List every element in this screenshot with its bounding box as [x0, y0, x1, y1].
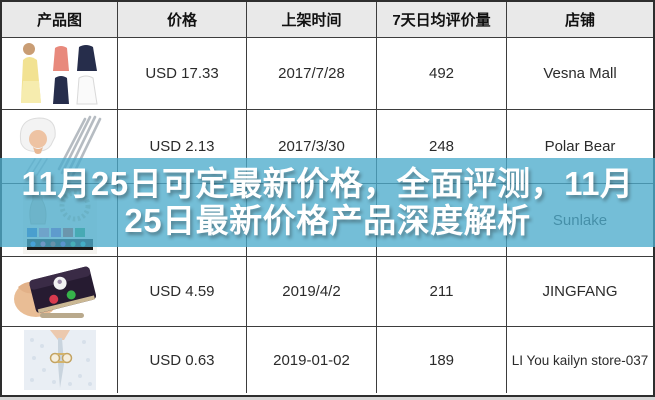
table-row-4-price: USD 4.59: [118, 257, 247, 327]
table-row-1-image-cell: [2, 38, 118, 110]
table-row-1-price: USD 17.33: [118, 38, 247, 110]
knit-cardigan-pearl-brooch-image: [23, 330, 96, 390]
promo-banner-line1: 11月25日可定最新价格，全面评测，11月: [21, 164, 634, 202]
table-row-1-listed: 2017/7/28: [247, 38, 377, 110]
table-row-1-store: Vesna Mall: [507, 38, 653, 110]
table-row-4-reviews: 211: [377, 257, 507, 327]
header-avg-reviews: 7天日均评价量: [377, 2, 507, 38]
table-row-5-store: LI You kailyn store-037: [507, 327, 653, 393]
table-row-5-listed: 2019-01-02: [247, 327, 377, 393]
header-listed-date: 上架时间: [247, 2, 377, 38]
table-row-1-reviews: 492: [377, 38, 507, 110]
table-row-4-store: JINGFANG: [507, 257, 653, 327]
header-store: 店铺: [507, 2, 653, 38]
header-product-image: 产品图: [2, 2, 118, 38]
women-dresses-collage-image: [10, 40, 109, 107]
table-row-4-listed: 2019/4/2: [247, 257, 377, 327]
table-row-5-image-cell: [2, 327, 118, 393]
flip-case-phone-in-hand-image: [9, 258, 110, 325]
table-row-4-image-cell: [2, 257, 118, 327]
promo-banner-overlay: 11月25日可定最新价格，全面评测，11月 25日最新价格产品深度解析: [0, 158, 655, 247]
table-row-5-reviews: 189: [377, 327, 507, 393]
header-price: 价格: [118, 2, 247, 38]
table-row-5-price: USD 0.63: [118, 327, 247, 393]
promo-banner-line2: 25日最新价格产品深度解析: [124, 201, 531, 239]
